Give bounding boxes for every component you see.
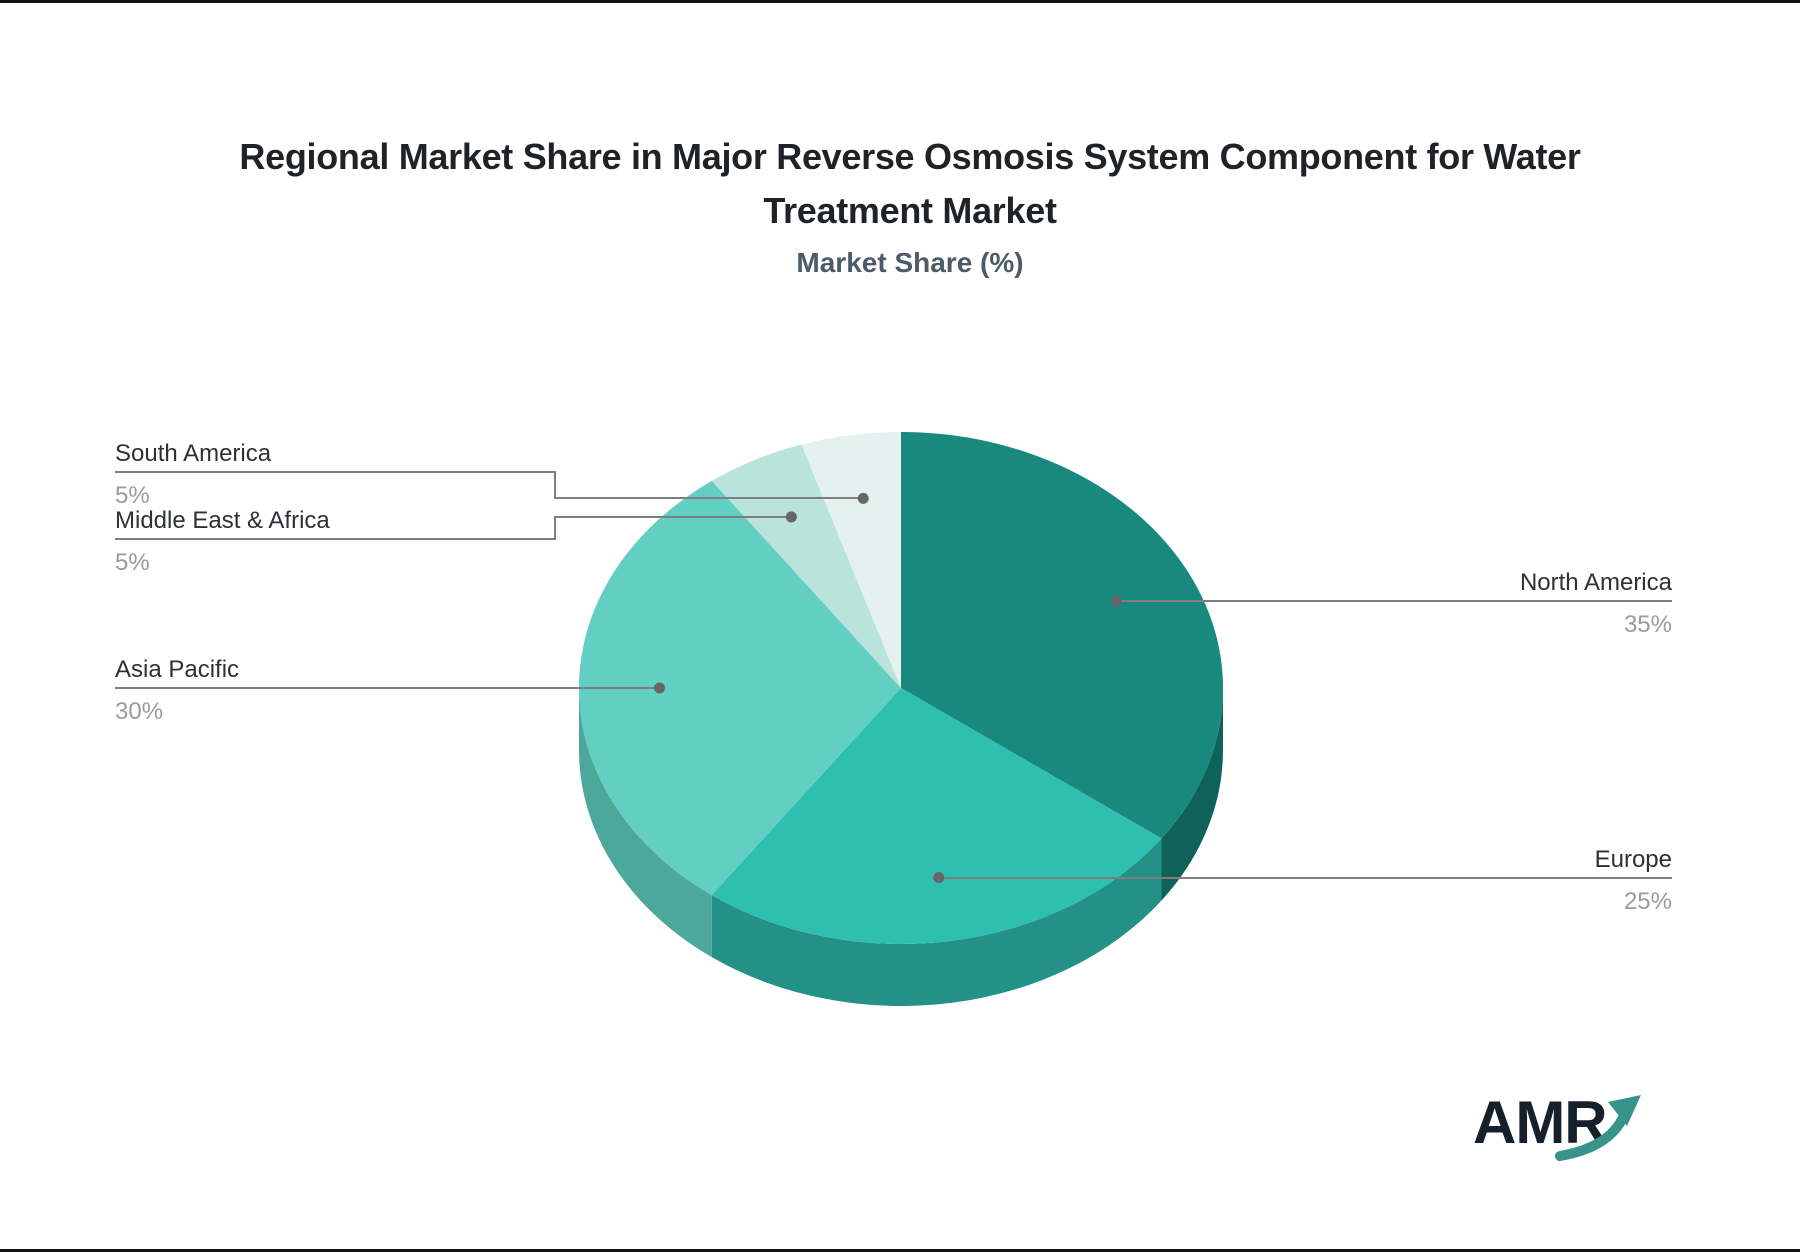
chart-title: Regional Market Share in Major Reverse O… xyxy=(10,130,1800,238)
top-border xyxy=(0,0,1800,3)
leader-line-south-america xyxy=(115,471,863,499)
pie-slice-middle-east-africa[interactable] xyxy=(711,444,901,688)
value-middle-east-africa: 5% xyxy=(115,549,150,576)
leader-dots xyxy=(654,492,1122,884)
pie-slice-south-america[interactable] xyxy=(801,432,901,688)
leader-dot-asia-pacific xyxy=(654,682,665,694)
label-europe: Europe xyxy=(1595,846,1672,873)
pie-slice-side-north-america xyxy=(1161,688,1223,901)
leader-dot-middle-east-africa xyxy=(785,511,797,523)
leader-lines xyxy=(115,471,1672,879)
leader-dot-north-america xyxy=(1110,595,1122,607)
label-north-america: North America xyxy=(1520,569,1673,596)
callout-labels: North America 35% Europe 25% Asia Pacifi… xyxy=(115,440,1673,915)
pie-slice-europe[interactable] xyxy=(711,688,1162,944)
bottom-border xyxy=(0,1249,1800,1252)
chart-title-line1: Regional Market Share in Major Reverse O… xyxy=(239,136,1581,177)
chart-title-line2: Treatment Market xyxy=(763,190,1057,231)
pie-slice-side-europe xyxy=(711,838,1162,1006)
chart-subtitle: Market Share (%) xyxy=(796,247,1024,278)
leader-dot-south-america xyxy=(857,492,869,504)
pie-slices xyxy=(579,432,1223,944)
label-south-america: South America xyxy=(115,440,272,467)
value-south-america: 5% xyxy=(115,482,150,509)
value-north-america: 35% xyxy=(1624,611,1672,638)
pie-side-walls xyxy=(579,688,1223,1006)
pie-slice-north-america[interactable] xyxy=(901,432,1223,839)
amr-logo: AMR xyxy=(1473,1089,1641,1161)
value-asia-pacific: 30% xyxy=(115,698,163,725)
amr-logo-arrow-head xyxy=(1608,1095,1641,1126)
value-europe: 25% xyxy=(1624,888,1672,915)
pie-slice-side-asia-pacific xyxy=(579,688,712,958)
label-asia-pacific: Asia Pacific xyxy=(115,656,239,683)
leader-line-middle-east-africa xyxy=(115,516,791,540)
leader-dot-europe xyxy=(933,872,945,884)
label-middle-east-africa: Middle East & Africa xyxy=(115,507,330,534)
pie-slice-asia-pacific[interactable] xyxy=(579,480,901,896)
